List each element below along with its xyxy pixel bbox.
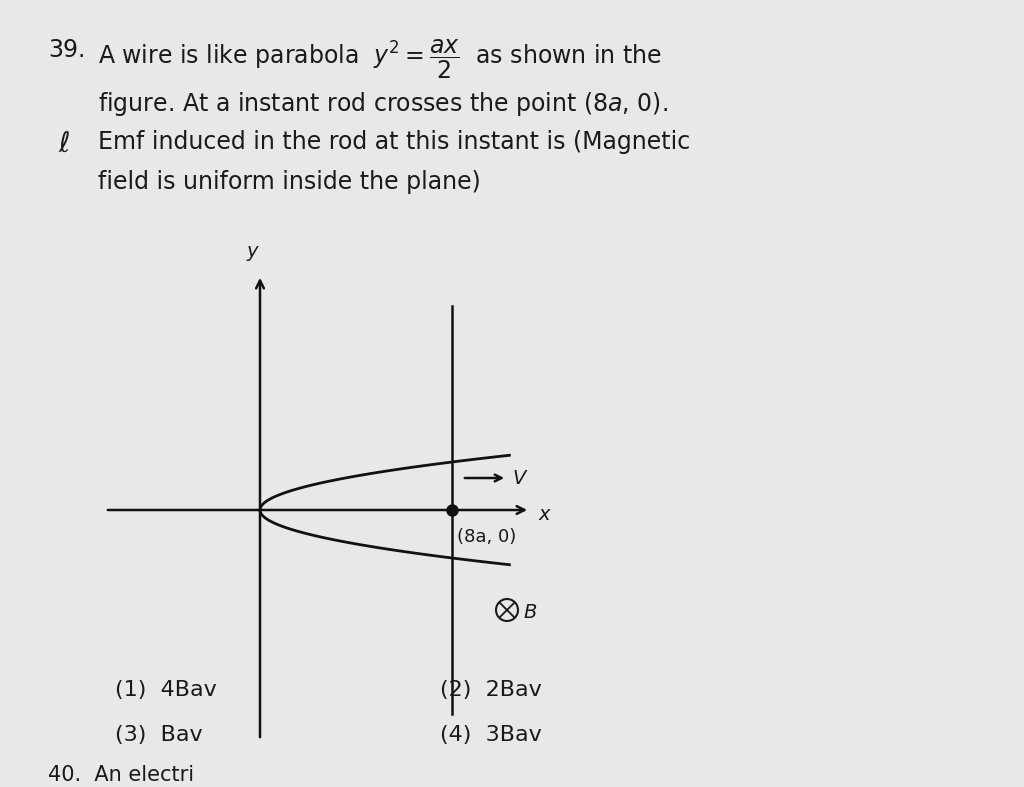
Text: x: x (538, 504, 550, 523)
Text: (2)  2Bav: (2) 2Bav (440, 680, 542, 700)
Text: V: V (512, 470, 525, 489)
Text: A wire is like parabola  $y^2=\dfrac{ax}{2}$  as shown in the: A wire is like parabola $y^2=\dfrac{ax}{… (98, 38, 662, 81)
Text: (4)  3Bav: (4) 3Bav (440, 725, 542, 745)
Text: 40.  An electri: 40. An electri (48, 765, 195, 785)
Text: figure. At a instant rod crosses the point (8$a$, 0).: figure. At a instant rod crosses the poi… (98, 90, 668, 118)
Text: Emf induced in the rod at this instant is (Magnetic: Emf induced in the rod at this instant i… (98, 130, 690, 154)
Text: (3)  Bav: (3) Bav (115, 725, 203, 745)
Text: B: B (523, 603, 537, 622)
Text: 39.: 39. (48, 38, 85, 62)
Text: y: y (246, 242, 258, 261)
Text: field is uniform inside the plane): field is uniform inside the plane) (98, 170, 480, 194)
Text: $\ell$: $\ell$ (58, 130, 71, 158)
Text: (1)  4Bav: (1) 4Bav (115, 680, 217, 700)
Text: (8a, 0): (8a, 0) (457, 528, 516, 546)
